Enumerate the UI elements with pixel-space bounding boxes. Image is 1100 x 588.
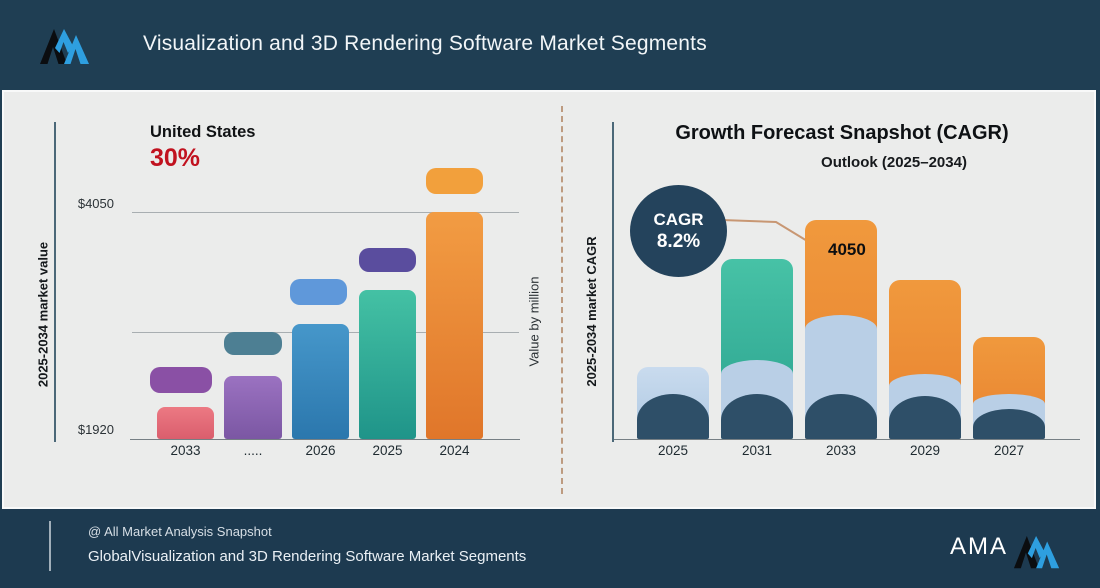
right-chart-title: Growth Forecast Snapshot (CAGR) (675, 122, 1009, 144)
footer-brand-text: AMA (950, 533, 1009, 560)
x-tick-2033: 2033 (170, 443, 201, 458)
bar-2031-layer-1 (721, 394, 793, 439)
x-tick-.....: ..... (243, 443, 263, 458)
footer-subtitle: GlobalVisualization and 3D Rendering Sof… (88, 548, 527, 565)
bar-2024 (426, 212, 483, 439)
bar-2033 (157, 407, 214, 439)
bar-2027-layer-1 (973, 409, 1045, 439)
bar-2031 (721, 259, 793, 439)
section-divider (561, 106, 563, 494)
right-x-axis-line (614, 439, 1080, 440)
footer-separator-line (49, 521, 51, 571)
x-tick-2024: 2024 (439, 443, 470, 458)
header-bar: Visualization and 3D Rendering Software … (0, 0, 1100, 90)
bar-2025 (359, 290, 416, 439)
cagr-badge-label: CAGR (653, 209, 704, 229)
bar-2029 (889, 280, 961, 439)
left-x-axis-line (130, 439, 520, 440)
bar-2029-layer-1 (889, 396, 961, 439)
page-title: Visualization and 3D Rendering Software … (143, 32, 707, 55)
left-chart-region-label: United States (150, 123, 256, 141)
bar-2025 (637, 367, 709, 439)
cagr-badge: CAGR 8.2% (630, 185, 727, 277)
bar-cap-2033 (150, 367, 212, 393)
x-tick-2033: 2033 (825, 443, 857, 458)
left-chart-highlight-value: 30% (150, 144, 201, 172)
x-tick-2025: 2025 (657, 443, 689, 458)
cagr-badge-value: 8.2% (656, 230, 701, 252)
bar-data-label-4050: 4050 (828, 240, 866, 259)
x-tick-2026: 2026 (305, 443, 336, 458)
footer-bar: @ All Market Analysis Snapshot GlobalVis… (0, 509, 1100, 588)
left-gridline-top (132, 212, 519, 213)
x-tick-2027: 2027 (993, 443, 1025, 458)
bar-cap-..... (224, 332, 282, 355)
bar-2025-layer-0 (637, 394, 709, 439)
footer-ama-logo-icon (1013, 536, 1060, 569)
bar-2033 (805, 220, 877, 439)
left-y-tick-top: $4050 (77, 196, 114, 211)
bar-cap-2024 (426, 168, 483, 194)
left-y-tick-bottom: $1920 (77, 422, 114, 437)
main-panel: 2025-2034 market value United States 30%… (2, 90, 1096, 509)
x-tick-2025: 2025 (372, 443, 403, 458)
left-y-axis-line (54, 122, 56, 442)
bar-2026 (292, 324, 349, 439)
right-chart-subtitle: Outlook (2025–2034) (821, 154, 967, 171)
x-tick-2029: 2029 (909, 443, 941, 458)
right-y-axis-line (612, 122, 614, 442)
ama-logo-icon (40, 29, 89, 64)
x-tick-2031: 2031 (741, 443, 773, 458)
bar-2027 (973, 337, 1045, 439)
bar-2033-layer-1 (805, 394, 877, 439)
bar-cap-2025 (359, 248, 416, 272)
bar-cap-2026 (290, 279, 347, 305)
bar-..... (224, 376, 282, 439)
footer-tagline: @ All Market Analysis Snapshot (88, 524, 272, 539)
